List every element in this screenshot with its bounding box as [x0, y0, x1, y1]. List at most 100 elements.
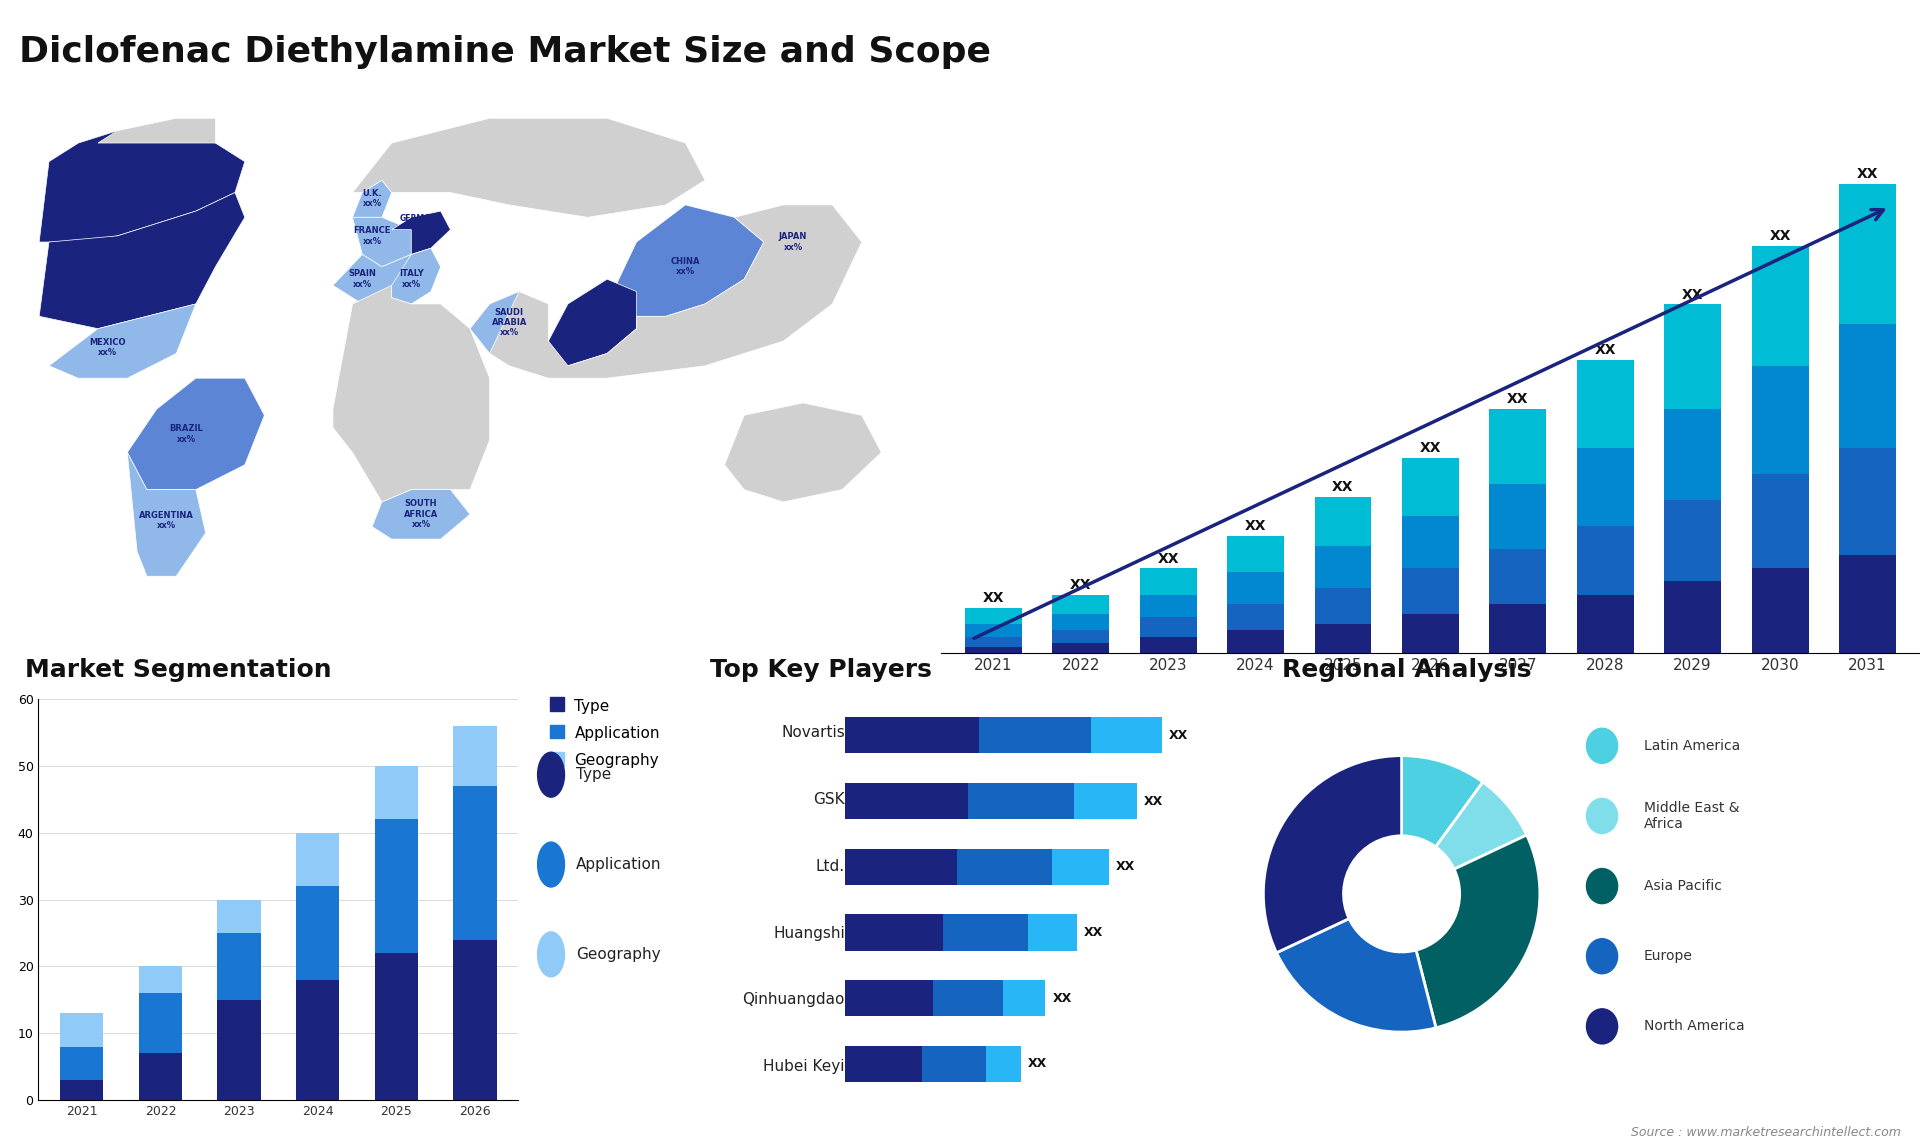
Bar [1227, 604, 1284, 630]
Bar [1315, 588, 1371, 623]
Bar [985, 1046, 1021, 1082]
Text: MEXICO
xx%: MEXICO xx% [90, 338, 127, 356]
Bar [1402, 457, 1459, 516]
Bar [1402, 568, 1459, 614]
Text: Europe: Europe [1644, 949, 1692, 964]
Wedge shape [1436, 782, 1526, 869]
Wedge shape [1277, 919, 1436, 1033]
Polygon shape [372, 489, 470, 539]
Text: XX: XX [1027, 1058, 1046, 1070]
Text: SOUTH
AFRICA
xx%: SOUTH AFRICA xx% [403, 500, 438, 529]
Text: Huangshi: Huangshi [774, 926, 845, 941]
Text: XX: XX [1169, 729, 1188, 741]
Wedge shape [1417, 835, 1540, 1028]
Bar [1052, 643, 1110, 653]
Text: GERMANY
xx%: GERMANY xx% [399, 214, 442, 233]
Text: CHINA
xx%: CHINA xx% [670, 257, 701, 276]
Text: Diclofenac Diethylamine Market Size and Scope: Diclofenac Diethylamine Market Size and … [19, 34, 991, 69]
Text: BRAZIL
xx%: BRAZIL xx% [169, 424, 204, 444]
Bar [933, 980, 1002, 1017]
Bar [1052, 849, 1110, 885]
Bar [1002, 980, 1044, 1017]
Bar [1315, 623, 1371, 653]
Bar [1665, 581, 1720, 653]
Polygon shape [724, 403, 881, 502]
Polygon shape [38, 131, 246, 242]
Bar [1576, 448, 1634, 526]
Circle shape [538, 842, 564, 887]
Bar [845, 915, 943, 950]
Text: INDIA
xx%: INDIA xx% [584, 319, 611, 338]
Bar [1315, 545, 1371, 588]
Bar [966, 646, 1021, 653]
Bar [1751, 473, 1809, 568]
Text: Application: Application [576, 857, 662, 872]
Polygon shape [764, 218, 803, 254]
Text: XX: XX [1158, 552, 1179, 566]
Bar [217, 900, 261, 933]
Polygon shape [470, 291, 549, 353]
Bar [922, 1046, 985, 1082]
Bar [453, 940, 497, 1100]
Circle shape [538, 752, 564, 798]
Circle shape [1586, 799, 1617, 833]
Bar [217, 933, 261, 999]
Text: ARGENTINA
xx%: ARGENTINA xx% [138, 511, 194, 531]
Bar [943, 915, 1027, 950]
Bar [958, 849, 1052, 885]
Polygon shape [50, 304, 196, 378]
Text: Asia Pacific: Asia Pacific [1644, 879, 1722, 893]
Text: Geography: Geography [576, 947, 660, 961]
Text: GSK: GSK [814, 792, 845, 807]
Bar [1576, 595, 1634, 653]
Bar [60, 1046, 104, 1080]
Text: Regional Analysis: Regional Analysis [1283, 659, 1530, 682]
Bar [1665, 409, 1720, 500]
Bar [1576, 526, 1634, 595]
Polygon shape [332, 254, 411, 304]
Polygon shape [392, 249, 442, 304]
Text: Qinhuangdao: Qinhuangdao [743, 992, 845, 1007]
Bar [1052, 595, 1110, 614]
Text: Top Key Players: Top Key Players [710, 659, 933, 682]
Text: XX: XX [1419, 441, 1442, 455]
Bar [966, 623, 1021, 637]
Bar [1839, 556, 1895, 653]
Bar [217, 999, 261, 1100]
Circle shape [538, 932, 564, 976]
Bar [374, 953, 419, 1100]
Text: JAPAN
xx%: JAPAN xx% [780, 233, 806, 252]
Bar [1751, 367, 1809, 473]
Text: Ltd.: Ltd. [816, 858, 845, 873]
Polygon shape [353, 180, 392, 218]
Text: XX: XX [1332, 480, 1354, 494]
Polygon shape [127, 453, 205, 576]
Bar [845, 1046, 922, 1082]
Bar [1227, 630, 1284, 653]
Bar [1140, 637, 1196, 653]
Bar [845, 849, 958, 885]
Bar [1576, 360, 1634, 448]
Text: XX: XX [1507, 392, 1528, 406]
Text: U.S.
xx%: U.S. xx% [98, 264, 117, 283]
Text: North America: North America [1644, 1019, 1743, 1034]
Bar [845, 717, 979, 753]
Bar [1751, 245, 1809, 367]
Bar [374, 766, 419, 819]
Polygon shape [392, 211, 451, 254]
Bar [1140, 595, 1196, 618]
Bar [1665, 304, 1720, 409]
Text: SAUDI
ARABIA
xx%: SAUDI ARABIA xx% [492, 307, 526, 337]
Bar [1227, 536, 1284, 572]
Text: Latin America: Latin America [1644, 739, 1740, 753]
Bar [1402, 516, 1459, 568]
Bar [60, 1080, 104, 1100]
Text: Hubei Keyi: Hubei Keyi [764, 1059, 845, 1074]
Bar [1073, 783, 1137, 819]
Bar [1839, 448, 1895, 556]
Bar [1052, 614, 1110, 630]
Bar [1839, 324, 1895, 448]
Bar [1052, 630, 1110, 643]
Bar [1402, 614, 1459, 653]
Text: SPAIN
xx%: SPAIN xx% [348, 269, 376, 289]
